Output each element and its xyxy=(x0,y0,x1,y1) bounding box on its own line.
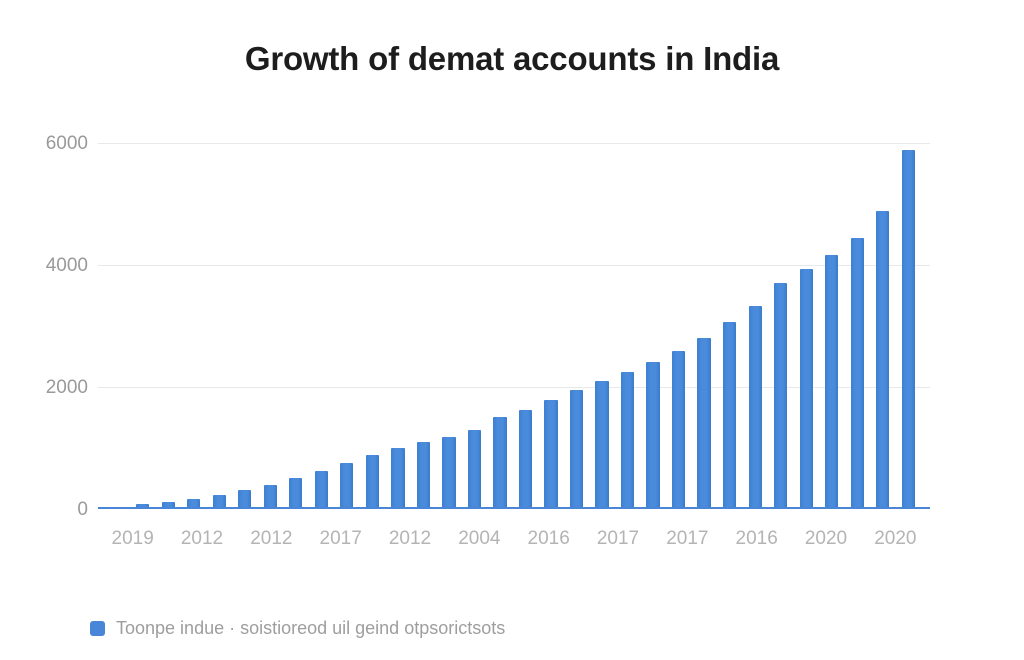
x-axis-tick-label: 2012 xyxy=(388,528,432,549)
bar xyxy=(620,371,635,509)
bar xyxy=(569,389,584,509)
bar xyxy=(314,471,328,509)
x-axis-tick-label: 2004 xyxy=(458,528,501,549)
bar xyxy=(493,417,507,509)
plot-area xyxy=(98,112,930,509)
bar xyxy=(595,380,609,509)
x-axis-tick-label: 2016 xyxy=(735,528,778,549)
gridline xyxy=(98,264,930,266)
bar xyxy=(518,410,533,509)
bar xyxy=(646,362,660,509)
bar xyxy=(671,350,686,509)
x-axis-tick-label: 2017 xyxy=(666,528,709,549)
y-axis-tick-label: 4000 xyxy=(45,254,88,276)
bar xyxy=(391,447,405,509)
bar xyxy=(212,494,226,509)
x-axis-tick-label: 2017 xyxy=(319,528,362,549)
bar xyxy=(416,442,431,509)
x-axis-labels: 2019 2012 2012 2017 2012 2004 2016 2017 2017 2016… xyxy=(98,528,930,560)
y-axis-tick-label: 6000 xyxy=(45,132,88,154)
bar xyxy=(161,502,175,509)
bar xyxy=(263,484,277,509)
legend-color-swatch xyxy=(90,621,105,636)
y-axis-tick-label: 2000 xyxy=(45,376,88,398)
bar xyxy=(289,478,303,509)
bar xyxy=(238,490,252,509)
x-axis-tick-label: 2017 xyxy=(596,528,640,549)
bar xyxy=(723,322,737,509)
bar xyxy=(442,436,456,509)
legend-label: Toonpe indue · soistioreod uil geind otp… xyxy=(116,618,506,638)
bar xyxy=(876,210,890,509)
bar xyxy=(187,498,201,509)
y-axis-labels: 6000 4000 2000 0 xyxy=(8,112,88,519)
x-axis-tick-label: 2019 xyxy=(111,528,154,549)
page-title: Growth of demat accounts in India xyxy=(244,40,780,77)
bar xyxy=(825,254,839,509)
bar xyxy=(901,150,915,509)
bar xyxy=(774,283,788,509)
x-axis-tick-label: 2020 xyxy=(804,528,848,549)
bar xyxy=(365,455,379,509)
bar xyxy=(136,504,150,509)
gridline xyxy=(98,142,930,144)
x-axis-line xyxy=(98,507,930,509)
bar xyxy=(467,429,482,509)
bar xyxy=(748,305,762,509)
gridline xyxy=(98,386,930,388)
x-axis-tick-label: 2012 xyxy=(180,528,224,549)
bar xyxy=(340,462,354,509)
bar xyxy=(850,238,864,509)
bar xyxy=(697,338,711,509)
chart-legend: Toonpe indue · soistioreod uil geind otp… xyxy=(90,618,505,639)
x-axis-tick-label: 2020 xyxy=(874,528,917,549)
bar xyxy=(799,268,813,509)
bar-series xyxy=(98,112,930,509)
bar xyxy=(544,400,558,509)
x-axis-tick-label: 2016 xyxy=(527,528,570,549)
y-axis-tick-label: 0 xyxy=(77,499,88,520)
x-axis-tick-label: 2012 xyxy=(250,528,293,549)
